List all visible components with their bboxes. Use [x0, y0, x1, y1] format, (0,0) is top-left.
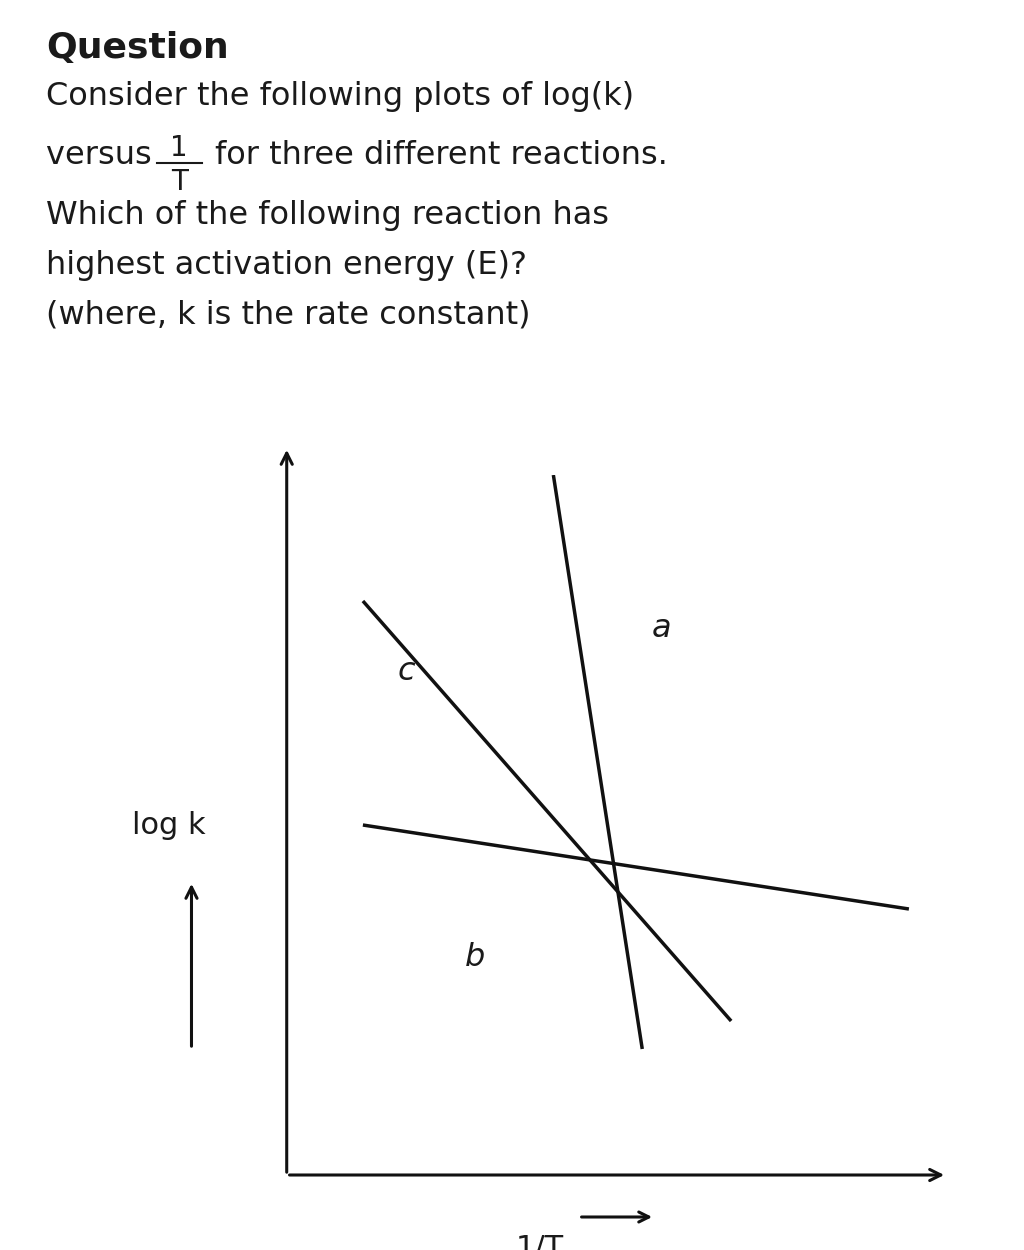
Text: T: T	[171, 168, 187, 195]
Text: b: b	[465, 942, 484, 974]
Text: c: c	[397, 655, 416, 686]
Text: Which of the following reaction has: Which of the following reaction has	[46, 200, 609, 231]
Text: highest activation energy (E)?: highest activation energy (E)?	[46, 250, 527, 281]
Text: (where, k is the rate constant): (where, k is the rate constant)	[46, 300, 530, 331]
Text: 1/T: 1/T	[515, 1235, 563, 1250]
Text: log k: log k	[132, 810, 206, 840]
Text: Question: Question	[46, 31, 228, 65]
Text: 1: 1	[170, 134, 188, 161]
Text: Consider the following plots of log(k): Consider the following plots of log(k)	[46, 81, 634, 112]
Text: for three different reactions.: for three different reactions.	[215, 140, 668, 171]
Text: versus: versus	[46, 140, 162, 171]
Text: a: a	[652, 614, 672, 645]
